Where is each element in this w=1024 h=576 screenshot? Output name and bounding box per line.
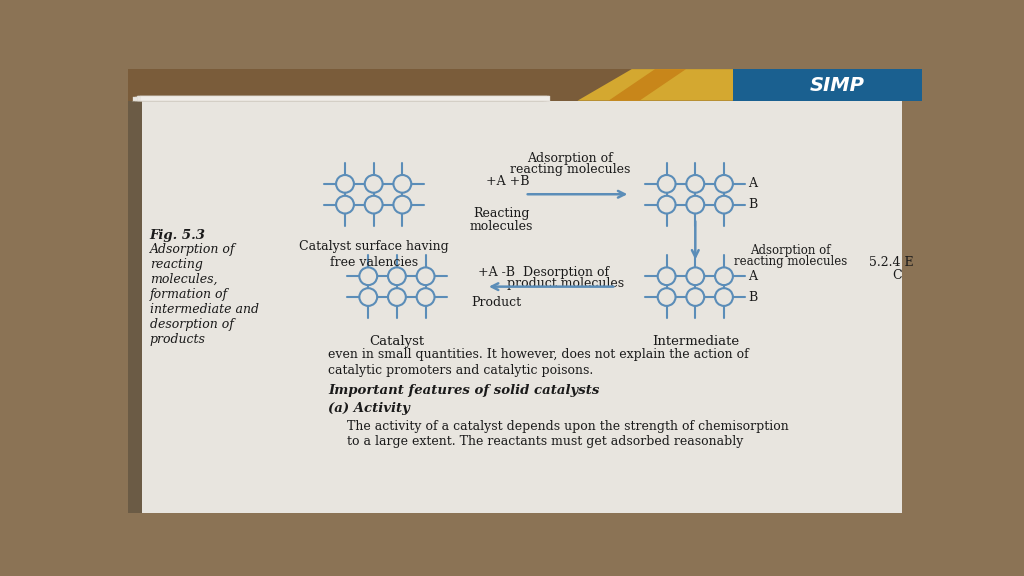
Text: Catalyst: Catalyst <box>370 335 425 348</box>
Text: C: C <box>892 269 901 282</box>
Circle shape <box>359 288 377 306</box>
Text: formation of: formation of <box>150 288 227 301</box>
Text: +A +B: +A +B <box>486 175 529 188</box>
FancyBboxPatch shape <box>128 69 142 513</box>
Text: 5.2.4 E: 5.2.4 E <box>869 256 913 269</box>
Circle shape <box>417 288 434 306</box>
Text: A: A <box>749 270 758 283</box>
Text: reacting molecules: reacting molecules <box>734 255 847 268</box>
Text: A: A <box>749 177 758 190</box>
Circle shape <box>388 288 406 306</box>
FancyBboxPatch shape <box>136 96 547 101</box>
Text: to a large extent. The reactants must get adsorbed reasonably: to a large extent. The reactants must ge… <box>347 435 743 448</box>
Text: (a) Activity: (a) Activity <box>328 402 410 415</box>
Text: intermediate and: intermediate and <box>150 303 259 316</box>
Circle shape <box>715 175 733 193</box>
Text: product molecules: product molecules <box>507 276 625 290</box>
Circle shape <box>365 175 383 193</box>
Text: reacting: reacting <box>150 258 203 271</box>
FancyBboxPatch shape <box>138 96 549 101</box>
Text: Adsorption of: Adsorption of <box>527 152 612 165</box>
FancyBboxPatch shape <box>732 69 922 101</box>
FancyBboxPatch shape <box>133 97 544 101</box>
Text: Product: Product <box>471 296 521 309</box>
Text: SIMP: SIMP <box>809 76 864 95</box>
Text: molecules,: molecules, <box>150 273 217 286</box>
Text: Adsorption of: Adsorption of <box>150 243 236 256</box>
Text: Fig. 5.3: Fig. 5.3 <box>150 229 206 242</box>
Circle shape <box>336 196 354 214</box>
Circle shape <box>686 175 705 193</box>
Text: Desorption of: Desorption of <box>523 266 609 279</box>
Circle shape <box>686 196 705 214</box>
Circle shape <box>657 267 676 285</box>
Circle shape <box>359 267 377 285</box>
Circle shape <box>417 267 434 285</box>
Text: Intermediate: Intermediate <box>651 335 739 348</box>
Circle shape <box>388 267 406 285</box>
FancyBboxPatch shape <box>132 85 902 513</box>
Text: even in small quantities. It however, does not explain the action of: even in small quantities. It however, do… <box>328 348 749 361</box>
FancyBboxPatch shape <box>139 96 550 101</box>
Text: Adsorption of: Adsorption of <box>751 244 830 257</box>
FancyBboxPatch shape <box>132 97 543 101</box>
FancyBboxPatch shape <box>135 97 546 101</box>
Circle shape <box>715 288 733 306</box>
PathPatch shape <box>578 69 786 101</box>
Circle shape <box>657 196 676 214</box>
Text: Catalyst surface having: Catalyst surface having <box>299 240 449 253</box>
Text: catalytic promoters and catalytic poisons.: catalytic promoters and catalytic poison… <box>328 363 593 377</box>
Text: Important features of solid catalysts: Important features of solid catalysts <box>328 385 599 397</box>
Circle shape <box>393 196 412 214</box>
Text: products: products <box>150 333 206 346</box>
Text: Reacting: Reacting <box>473 207 529 219</box>
Circle shape <box>657 288 676 306</box>
FancyBboxPatch shape <box>128 69 922 101</box>
Circle shape <box>657 175 676 193</box>
PathPatch shape <box>608 69 686 101</box>
Circle shape <box>686 267 705 285</box>
Circle shape <box>365 196 383 214</box>
Text: molecules: molecules <box>470 221 534 233</box>
Text: desorption of: desorption of <box>150 318 233 331</box>
Text: The activity of a catalyst depends upon the strength of chemisorption: The activity of a catalyst depends upon … <box>347 420 790 433</box>
Circle shape <box>686 288 705 306</box>
Circle shape <box>715 267 733 285</box>
Text: B: B <box>749 198 758 211</box>
Text: B: B <box>749 290 758 304</box>
Text: free valencies: free valencies <box>330 256 418 269</box>
Text: reacting molecules: reacting molecules <box>510 162 630 176</box>
Text: +A -B: +A -B <box>477 266 515 279</box>
Circle shape <box>715 196 733 214</box>
Circle shape <box>336 175 354 193</box>
Circle shape <box>393 175 412 193</box>
